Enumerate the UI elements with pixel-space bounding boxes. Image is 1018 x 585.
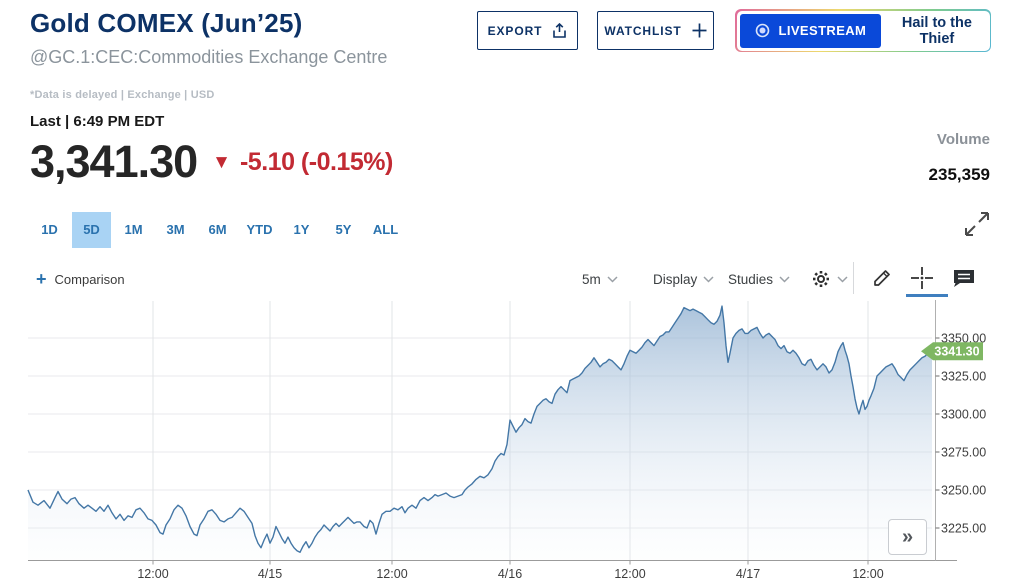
comment-tool-button[interactable] <box>949 263 979 293</box>
crosshair-tool-button[interactable] <box>907 263 937 293</box>
badge-shape <box>921 342 983 361</box>
pencil-icon <box>874 270 890 286</box>
symbol-subtitle: @GC.1:CEC:Commodities Exchange Centre <box>30 47 388 67</box>
tab-5y[interactable]: 5Y <box>335 222 352 237</box>
watchlist-button[interactable]: WATCHLIST <box>597 11 714 50</box>
price-line <box>27 305 933 553</box>
page-title: Gold COMEX (Jun’25) <box>30 8 303 38</box>
livestream-inner: LIVESTREAM Hail to the Thief <box>736 10 990 51</box>
badge-value: 3341.30 <box>934 345 979 359</box>
x-tick-label: 12:00 <box>852 567 883 581</box>
add-comparison[interactable]: + Comparison <box>36 270 125 288</box>
x-tick-label: 4/17 <box>736 567 760 581</box>
change-value: -5.10 (-0.15%) <box>239 147 393 176</box>
y-tick-label: 3225.00 <box>941 522 986 536</box>
tab-ytd[interactable]: YTD <box>246 222 273 237</box>
range-tabs: 1D 5D 1M 3M 6M YTD 1Y 5Y ALL <box>30 212 405 248</box>
price-row: 3,341.30 ▼ -5.10 (-0.15%) <box>30 136 393 188</box>
plus-icon: + <box>36 269 47 289</box>
x-tick-label: 4/16 <box>498 567 522 581</box>
display-label: Display <box>653 271 698 287</box>
livestream-label: LIVESTREAM <box>778 23 867 38</box>
y-tick-label: 3250.00 <box>941 484 986 498</box>
livestream-show-title[interactable]: Hail to the Thief <box>901 14 972 47</box>
y-axis-labels: 3350.00 3325.00 3300.00 3275.00 3250.00 3225.… <box>935 332 986 536</box>
chevron-down-icon <box>779 275 790 283</box>
tab-6m[interactable]: 6M <box>208 222 227 237</box>
x-tick-label: 4/15 <box>258 567 282 581</box>
expand-chart-icon[interactable] <box>963 210 991 240</box>
data-disclaimer: *Data is delayed | Exchange | USD <box>30 89 215 101</box>
livestream-banner: LIVESTREAM Hail to the Thief <box>735 9 991 52</box>
display-dropdown[interactable]: Display <box>653 264 714 294</box>
crosshair-active-indicator <box>906 294 948 297</box>
crosshair-icon <box>911 267 933 289</box>
last-price-badge: 3341.30 <box>921 342 983 361</box>
draw-tool-button[interactable] <box>867 263 897 293</box>
interval-dropdown[interactable]: 5m <box>582 264 618 294</box>
chevron-down-icon <box>837 275 848 283</box>
y-tick-label: 3350.00 <box>941 332 986 346</box>
tab-3m[interactable]: 3M <box>166 222 185 237</box>
live-radio-icon <box>755 23 769 38</box>
y-tick-label: 3300.00 <box>941 408 986 422</box>
x-axis-labels: 12:00 4/15 12:00 4/16 12:00 4/17 12:00 <box>137 560 884 581</box>
volume-value: 235,359 <box>928 165 990 184</box>
toolbar-divider <box>853 262 854 294</box>
chart-settings-dropdown[interactable] <box>811 264 848 294</box>
tab-1m[interactable]: 1M <box>124 222 143 237</box>
tab-5d[interactable]: 5D <box>72 212 111 248</box>
price-change: ▼ -5.10 (-0.15%) <box>212 148 393 177</box>
export-button[interactable]: EXPORT <box>477 11 578 50</box>
export-label: EXPORT <box>487 23 543 38</box>
last-price: 3,341.30 <box>30 136 198 187</box>
y-tick-label: 3325.00 <box>941 370 986 384</box>
price-area <box>28 306 932 561</box>
header: Gold COMEX (Jun’25) @GC.1:CEC:Commoditie… <box>30 8 387 101</box>
plus-icon <box>692 23 707 38</box>
axis-collapse-button[interactable]: » <box>888 519 927 555</box>
studies-label: Studies <box>728 271 774 287</box>
comparison-label: Comparison <box>54 271 125 287</box>
interval-value: 5m <box>582 271 601 287</box>
watchlist-label: WATCHLIST <box>604 23 682 38</box>
x-tick-label: 12:00 <box>137 567 168 581</box>
x-tick-label: 12:00 <box>614 567 645 581</box>
price-chart[interactable]: 3350.00 3325.00 3300.00 3275.00 3250.00 3225.… <box>0 295 1018 585</box>
y-tick-label: 3275.00 <box>941 446 986 460</box>
studies-dropdown[interactable]: Studies <box>728 264 790 294</box>
x-tick-label: 12:00 <box>376 567 407 581</box>
gear-icon <box>813 271 829 287</box>
down-triangle-icon: ▼ <box>212 151 231 173</box>
chevron-down-icon <box>703 275 714 283</box>
comment-icon <box>954 269 974 287</box>
volume-label: Volume <box>936 131 990 148</box>
tab-1y[interactable]: 1Y <box>293 222 310 237</box>
tab-all[interactable]: ALL <box>372 222 399 237</box>
last-timestamp: Last | 6:49 PM EDT <box>30 113 165 130</box>
chevron-down-icon <box>607 275 618 283</box>
volume-block: Volume 235,359 <box>929 131 990 185</box>
export-icon <box>553 22 567 38</box>
livestream-button[interactable]: LIVESTREAM <box>739 13 882 48</box>
tab-1d[interactable]: 1D <box>41 222 58 237</box>
